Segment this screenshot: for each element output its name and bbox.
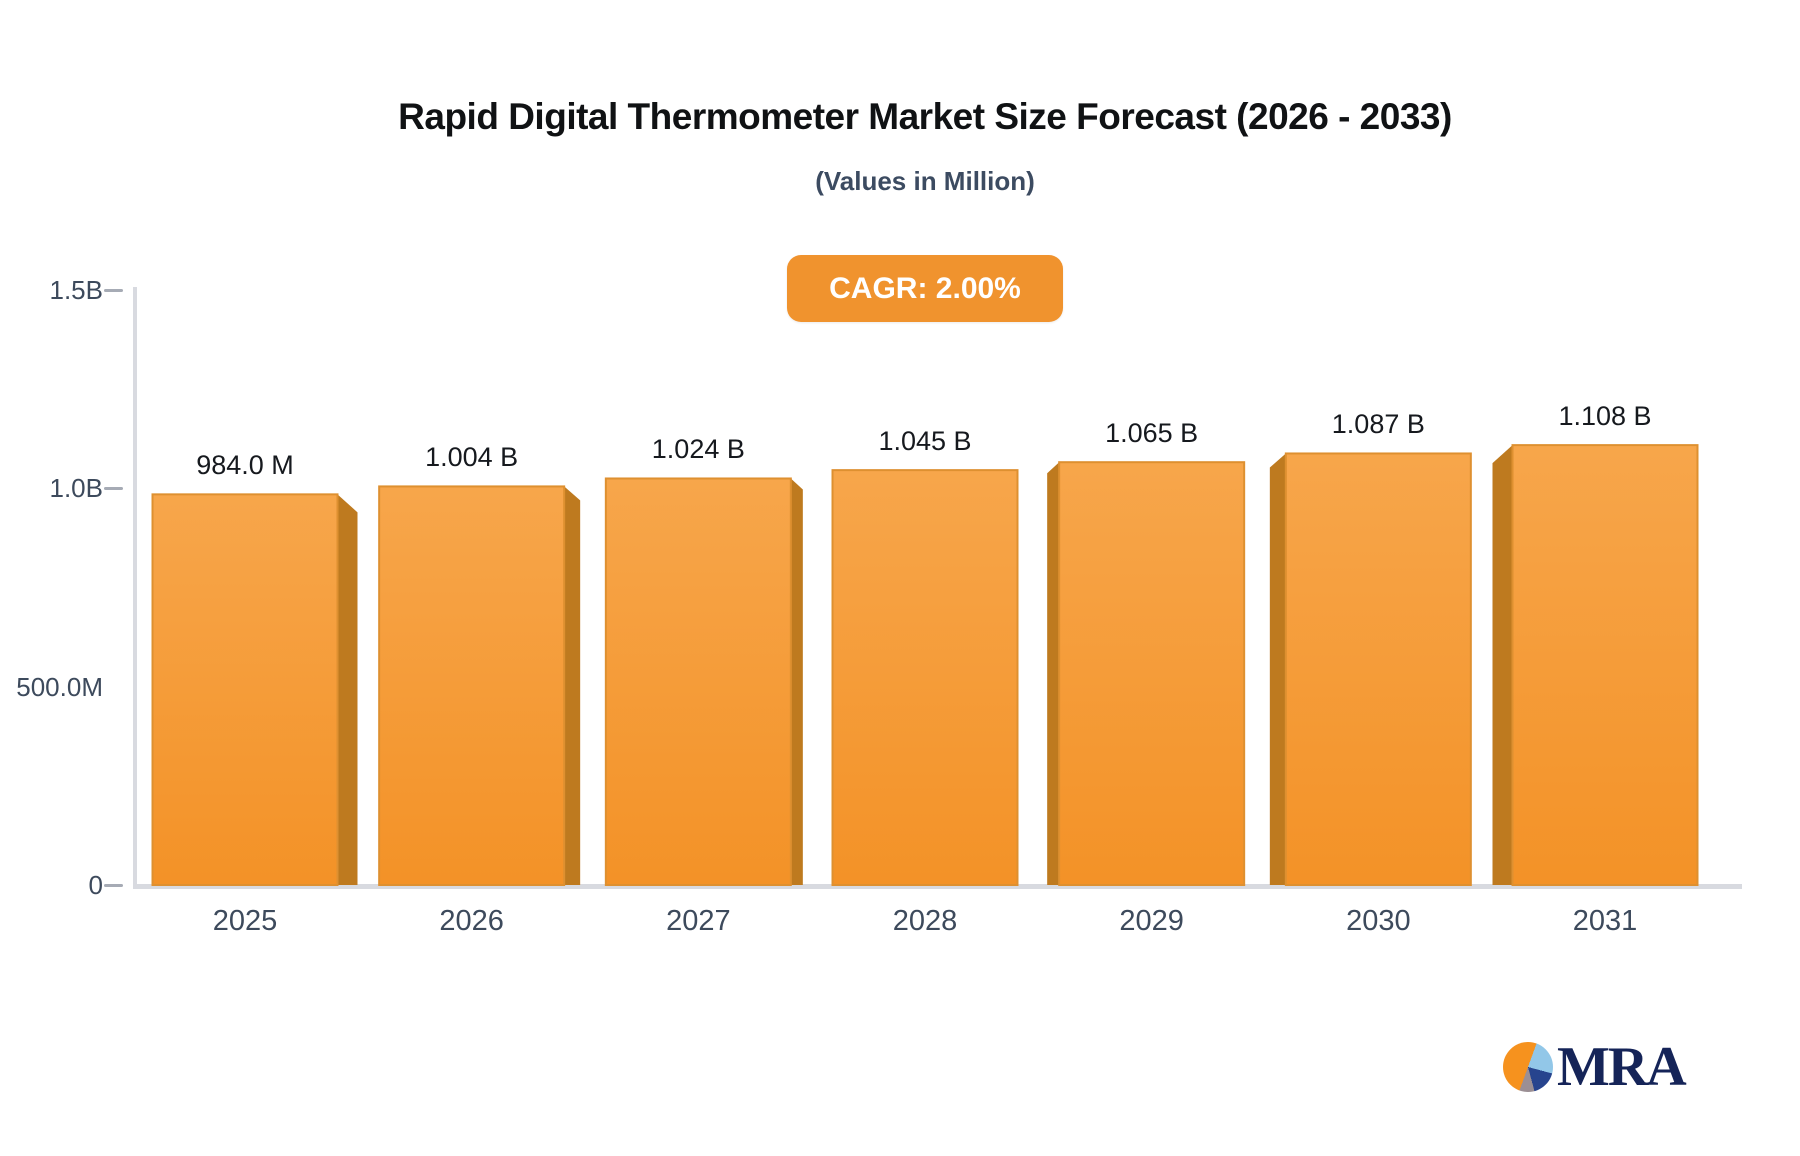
- cagr-badge: CAGR: 2.00%: [787, 255, 1063, 322]
- y-axis-label: 1.0B: [49, 473, 104, 503]
- x-axis-label: 2027: [666, 905, 731, 937]
- y-axis-label: 500.0M: [16, 671, 103, 702]
- brand-text: MRA: [1557, 1036, 1687, 1098]
- bar-face: [1511, 444, 1699, 886]
- bar-value-label: 1.004 B: [425, 442, 519, 473]
- bar-group-2025: [151, 493, 358, 886]
- chart-title: Rapid Digital Thermometer Market Size Fo…: [398, 96, 1452, 137]
- bar-group-2026: [378, 485, 581, 886]
- x-axis-baseline: [133, 884, 1742, 889]
- y-axis-tick: [104, 288, 123, 292]
- bar-face: [604, 477, 792, 886]
- bar-face: [1058, 461, 1246, 886]
- bar-value-label: 984.0 M: [196, 450, 294, 481]
- x-axis-label: 2025: [212, 905, 278, 937]
- bar-face: [378, 485, 566, 886]
- bar-group-2029: [1047, 461, 1246, 886]
- bar-value-label: 1.065 B: [1105, 418, 1199, 449]
- y-axis-label: 1.5B: [49, 274, 104, 305]
- x-axis-label: 2029: [1119, 905, 1184, 937]
- bar-value-label: 1.108 B: [1558, 401, 1652, 432]
- chart-subtitle: (Values in Million): [815, 166, 1035, 196]
- bar-side-panel: [1047, 462, 1060, 885]
- y-axis-tick: [104, 487, 123, 490]
- x-axis-label: 2028: [892, 905, 958, 937]
- bar-value-label: 1.045 B: [878, 426, 972, 457]
- y-axis-line: [133, 287, 137, 888]
- bar-face: [1284, 452, 1472, 886]
- bar-value-label: 1.087 B: [1331, 409, 1425, 440]
- bar-face: [831, 469, 1019, 886]
- bar-side-panel: [337, 494, 358, 885]
- bar-face: [151, 493, 339, 886]
- bar-side-panel: [1492, 445, 1513, 885]
- bar-side-panel: [564, 486, 581, 885]
- y-axis-tick: [104, 884, 123, 887]
- bar-group-2030: [1269, 452, 1472, 886]
- x-axis-label: 2026: [439, 905, 504, 937]
- pie-chart-icon: [1503, 1042, 1553, 1092]
- x-axis-label: 2030: [1346, 905, 1411, 937]
- bar-group-2027: [604, 477, 803, 886]
- y-axis-label: 0: [88, 870, 103, 900]
- x-axis-label: 2031: [1572, 905, 1638, 937]
- bar-group-2028: [831, 469, 1019, 886]
- bar-side-panel: [790, 478, 803, 885]
- bar-value-label: 1.024 B: [651, 434, 745, 465]
- brand-logo: MRA: [1503, 1036, 1687, 1098]
- bar-side-panel: [1269, 453, 1286, 885]
- bar-group-2031: [1492, 444, 1699, 886]
